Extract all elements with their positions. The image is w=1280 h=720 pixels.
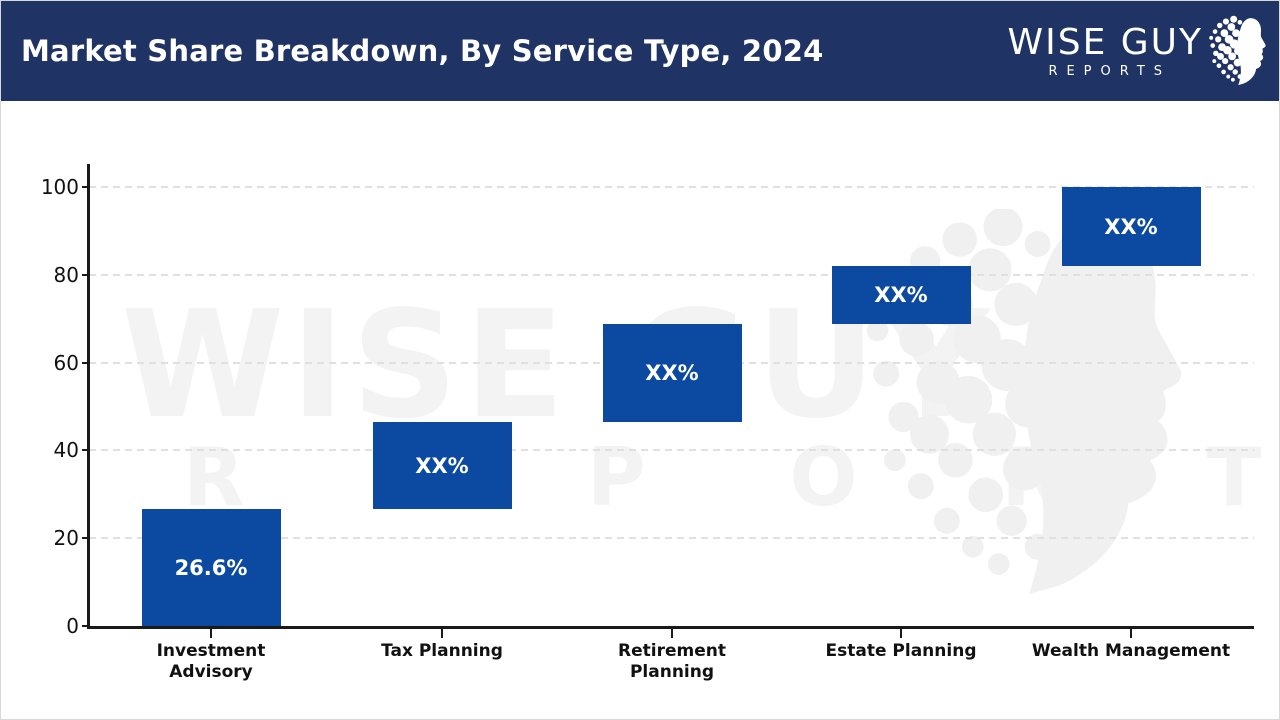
gridline-100 <box>89 186 1254 188</box>
bar-value-label: XX% <box>874 283 928 308</box>
logo-wise-guy-text: WISE GUY <box>1007 21 1203 63</box>
wise-guy-logo: WISE GUY REPORTS <box>1008 14 1268 88</box>
y-tick-label: 40 <box>53 438 79 463</box>
y-tick-mark <box>82 273 89 276</box>
y-tick-label: 20 <box>53 526 79 551</box>
bar-value-label: 26.6% <box>174 555 248 580</box>
y-axis-line <box>87 164 90 628</box>
x-category-label-line: Wealth Management <box>1031 641 1231 661</box>
x-category-label-line: Tax Planning <box>381 641 503 661</box>
x-tick-mark <box>900 628 902 638</box>
x-category-label-line: Estate Planning <box>825 641 977 661</box>
x-category-label-investment-advisory: Investment Advisory <box>101 641 321 683</box>
x-category-label-wealth-management: Wealth Management <box>1021 641 1241 662</box>
plot-area: 0 20 40 60 80 100 26.6% Investment Advisory XX% Ta… <box>1 101 1279 719</box>
x-category-label-line: Advisory <box>169 662 253 682</box>
x-tick-mark <box>441 628 443 638</box>
x-tick-mark <box>671 628 673 638</box>
x-category-label-tax-planning: Tax Planning <box>332 641 552 662</box>
x-category-label-estate-planning: Estate Planning <box>791 641 1011 662</box>
gridline-80 <box>89 273 1254 276</box>
x-axis-line <box>87 626 1254 629</box>
bar-tax-planning: XX% <box>372 421 512 510</box>
bar-value-label: XX% <box>645 360 699 385</box>
gridline-20 <box>89 537 1254 540</box>
chart-title: Market Share Breakdown, By Service Type,… <box>21 34 824 68</box>
x-category-label-line: Retirement <box>618 641 726 661</box>
y-tick-label: 100 <box>40 175 79 199</box>
y-tick-mark <box>82 449 89 452</box>
x-tick-mark <box>1130 628 1132 638</box>
x-category-label-line: Planning <box>629 662 715 682</box>
x-tick-mark <box>210 628 212 638</box>
y-tick-label: 60 <box>53 350 79 375</box>
bar-wealth-management: XX% <box>1061 187 1201 267</box>
y-tick-label: 80 <box>53 262 79 287</box>
logo-wordmark: WISE GUY REPORTS <box>1007 21 1204 79</box>
bar-investment-advisory: 26.6% <box>141 509 281 626</box>
y-tick-mark <box>82 625 89 627</box>
logo-reports-text: REPORTS <box>1048 63 1172 79</box>
gridline-40 <box>89 449 1254 452</box>
y-tick-label: 0 <box>66 614 79 638</box>
bar-value-label: XX% <box>415 453 469 478</box>
y-tick-mark <box>82 361 89 364</box>
y-tick-mark <box>82 537 89 540</box>
y-tick-mark <box>82 186 89 188</box>
x-category-label-line: Investment <box>156 641 266 661</box>
bar-value-label: XX% <box>1104 214 1158 239</box>
bar-retirement-planning: XX% <box>602 323 742 422</box>
x-category-label-retirement-planning: Retirement Planning <box>562 641 782 683</box>
header-band: Market Share Breakdown, By Service Type,… <box>1 1 1279 101</box>
logo-head-icon <box>1209 15 1266 86</box>
bar-estate-planning: XX% <box>831 266 971 324</box>
